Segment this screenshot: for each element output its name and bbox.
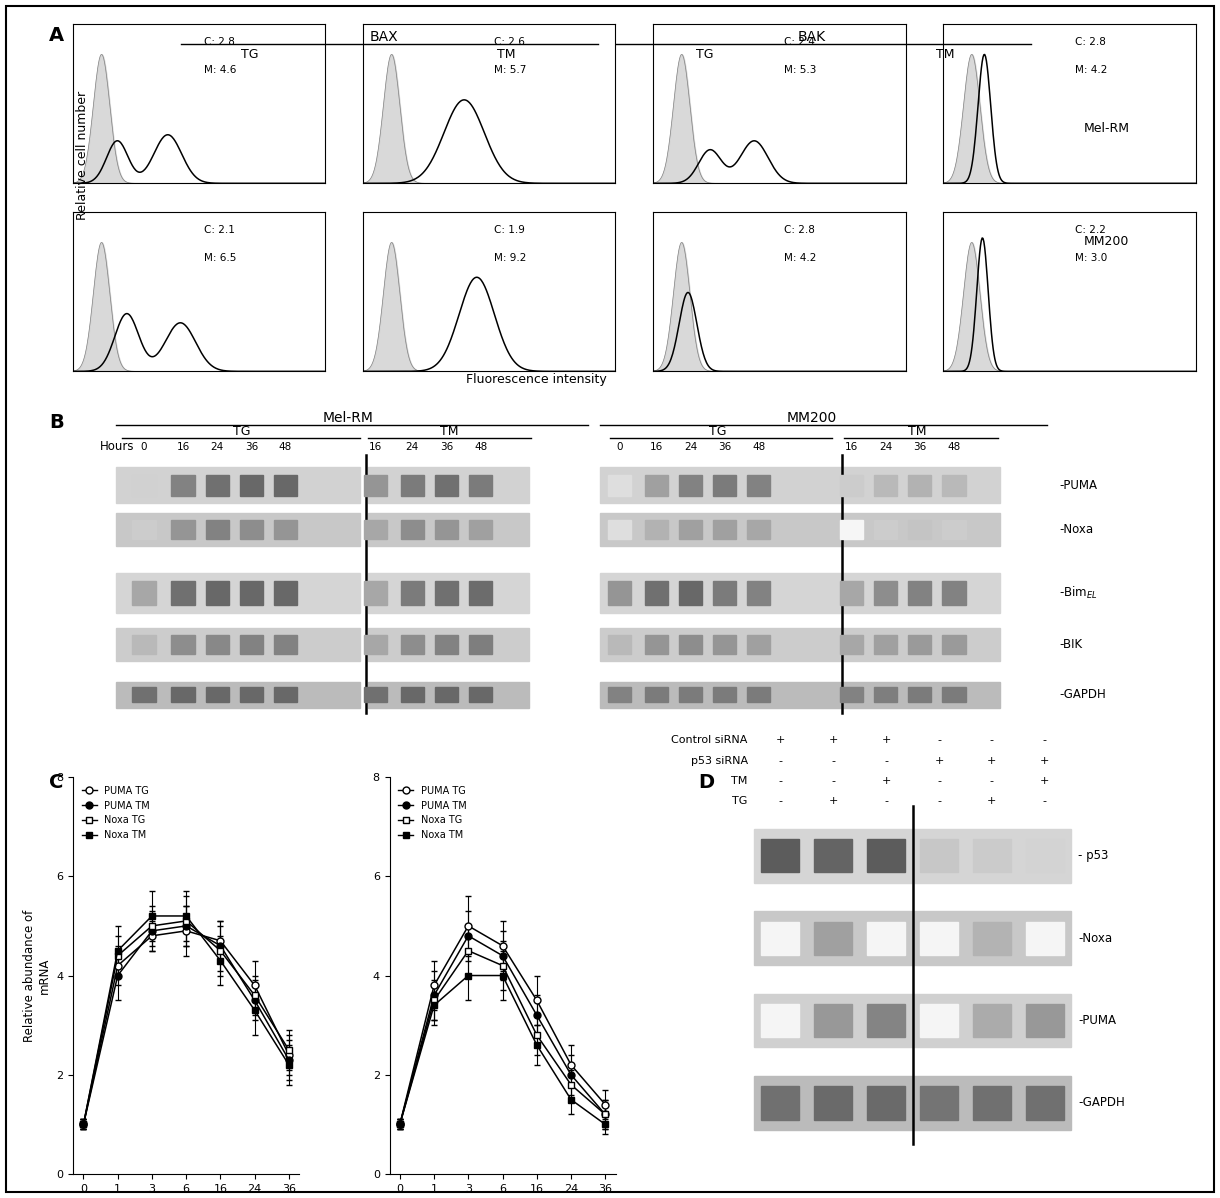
Text: C: 2.6: C: 2.6 (494, 37, 526, 47)
Text: -: - (1043, 736, 1047, 745)
Text: B: B (49, 413, 63, 432)
Text: -GAPDH: -GAPDH (1078, 1096, 1125, 1109)
Text: Control siRNA: Control siRNA (671, 736, 748, 745)
Text: -PUMA: -PUMA (1059, 479, 1097, 491)
Y-axis label: Relative abundance of
mRNA: Relative abundance of mRNA (23, 909, 51, 1041)
Text: +: + (776, 736, 786, 745)
Text: 36: 36 (719, 442, 731, 453)
Text: M: 5.3: M: 5.3 (784, 66, 817, 75)
Text: BAX: BAX (370, 30, 399, 44)
Text: -: - (1043, 797, 1047, 806)
Text: +: + (881, 776, 891, 786)
Text: -Bim$_{EL}$: -Bim$_{EL}$ (1059, 585, 1098, 601)
Text: 16: 16 (177, 442, 189, 453)
Text: M: 4.2: M: 4.2 (1075, 66, 1107, 75)
Text: 48: 48 (948, 442, 960, 453)
Text: 16: 16 (845, 442, 858, 453)
Text: 36: 36 (440, 442, 453, 453)
Text: C: 2.8: C: 2.8 (784, 225, 815, 235)
Text: Fluorescence intensity: Fluorescence intensity (466, 374, 608, 387)
Text: -: - (937, 797, 941, 806)
Text: C: C (49, 773, 63, 792)
Text: A: A (49, 26, 63, 46)
Text: MM200: MM200 (786, 411, 837, 425)
Text: -: - (937, 776, 941, 786)
Text: C: 1.9: C: 1.9 (494, 225, 526, 235)
Text: -: - (884, 756, 888, 766)
Text: +: + (1039, 776, 1049, 786)
Text: 0: 0 (140, 442, 148, 453)
Text: TM: TM (936, 48, 955, 61)
Text: C: 2.8: C: 2.8 (1075, 37, 1105, 47)
Text: -: - (989, 736, 994, 745)
Text: C: 2.1: C: 2.1 (205, 225, 235, 235)
Text: 24: 24 (880, 442, 892, 453)
Text: C: 2.2: C: 2.2 (1075, 225, 1105, 235)
Text: +: + (881, 736, 891, 745)
Text: -: - (937, 736, 941, 745)
Text: -: - (778, 756, 782, 766)
Text: Mel-RM: Mel-RM (1083, 122, 1130, 134)
Text: -PUMA: -PUMA (1078, 1014, 1116, 1027)
Text: +: + (987, 756, 997, 766)
Text: -: - (989, 776, 994, 786)
Text: 16: 16 (370, 442, 382, 453)
Text: D: D (698, 773, 714, 792)
Text: 36: 36 (245, 442, 257, 453)
Text: +: + (987, 797, 997, 806)
Text: TM: TM (439, 425, 459, 438)
Legend: PUMA TG, PUMA TM, Noxa TG, Noxa TM: PUMA TG, PUMA TM, Noxa TG, Noxa TM (78, 782, 154, 845)
Text: -: - (778, 797, 782, 806)
Text: -BIK: -BIK (1059, 639, 1082, 651)
Text: M: 5.7: M: 5.7 (494, 66, 527, 75)
Text: M: 3.0: M: 3.0 (1075, 254, 1107, 264)
Text: TM: TM (908, 425, 927, 438)
Text: 48: 48 (279, 442, 292, 453)
Text: p53 siRNA: p53 siRNA (691, 756, 748, 766)
Text: C: 2.8: C: 2.8 (205, 37, 235, 47)
Text: +: + (1039, 756, 1049, 766)
Text: Mel-RM: Mel-RM (322, 411, 373, 425)
Text: 0: 0 (616, 442, 623, 453)
Text: 48: 48 (475, 442, 487, 453)
Text: BAK: BAK (797, 30, 826, 44)
Text: 24: 24 (211, 442, 223, 453)
Text: 16: 16 (650, 442, 662, 453)
Text: 24: 24 (406, 442, 418, 453)
Text: 36: 36 (914, 442, 926, 453)
Text: Hours: Hours (100, 441, 134, 454)
Text: +: + (828, 797, 838, 806)
Text: -Noxa: -Noxa (1059, 524, 1093, 536)
Text: M: 9.2: M: 9.2 (494, 254, 527, 264)
Text: TG: TG (242, 48, 259, 61)
Text: +: + (935, 756, 944, 766)
Text: TM: TM (732, 776, 748, 786)
Text: +: + (828, 736, 838, 745)
Text: TM: TM (497, 48, 516, 61)
Text: -GAPDH: -GAPDH (1059, 689, 1105, 701)
Text: -: - (831, 776, 836, 786)
Text: C: 2.4: C: 2.4 (784, 37, 815, 47)
Text: 24: 24 (684, 442, 697, 453)
Text: TG: TG (709, 425, 726, 438)
Text: -: - (884, 797, 888, 806)
Text: MM200: MM200 (1083, 236, 1129, 248)
Text: Relative cell number: Relative cell number (77, 91, 89, 220)
Text: M: 4.6: M: 4.6 (205, 66, 237, 75)
Text: M: 4.2: M: 4.2 (784, 254, 817, 264)
Text: TG: TG (697, 48, 714, 61)
Text: TG: TG (233, 425, 250, 438)
Legend: PUMA TG, PUMA TM, Noxa TG, Noxa TM: PUMA TG, PUMA TM, Noxa TG, Noxa TM (394, 782, 471, 845)
Text: TG: TG (732, 797, 748, 806)
Text: -: - (778, 776, 782, 786)
Text: - p53: - p53 (1078, 849, 1109, 863)
Text: 48: 48 (753, 442, 765, 453)
Text: -Noxa: -Noxa (1078, 932, 1113, 945)
Text: M: 6.5: M: 6.5 (205, 254, 237, 264)
Text: -: - (831, 756, 836, 766)
